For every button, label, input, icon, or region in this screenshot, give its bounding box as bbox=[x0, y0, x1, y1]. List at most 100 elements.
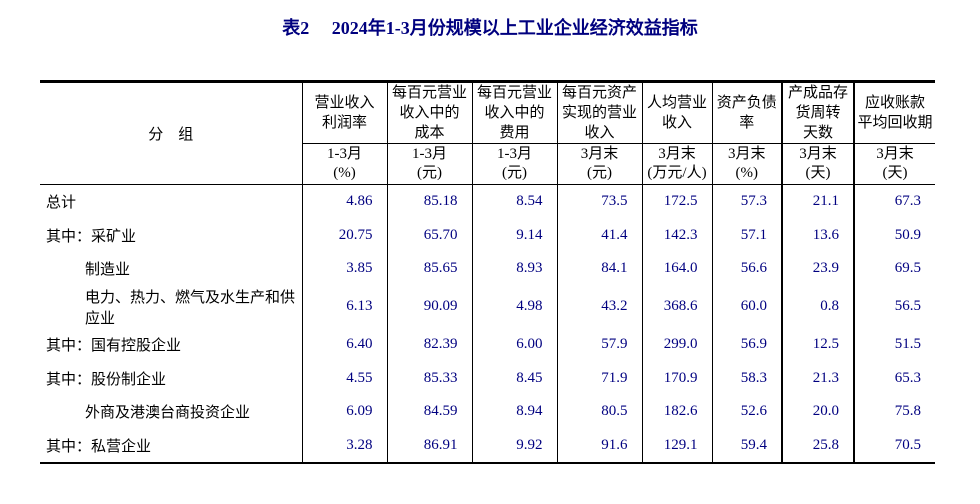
value-cell: 80.5 bbox=[557, 394, 643, 429]
value-cell: 9.14 bbox=[472, 218, 558, 253]
period-label: 3月末 bbox=[799, 146, 837, 162]
value-cell: 8.94 bbox=[472, 394, 558, 429]
row-label: 制造业 bbox=[40, 252, 303, 286]
col-subheader: 3月末 (天) bbox=[854, 143, 935, 185]
value-cell: 21.1 bbox=[782, 184, 855, 219]
value-cell: 67.3 bbox=[894, 193, 921, 210]
value-cell: 60.0 bbox=[712, 285, 783, 328]
col-header-label: 应收账款 平均回收期 bbox=[857, 95, 933, 131]
value-cell: 75.8 bbox=[894, 403, 921, 420]
value-cell: 23.9 bbox=[782, 252, 855, 286]
value-cell: 25.8 bbox=[782, 428, 855, 464]
col-header-label: 产成品存 货周转 天数 bbox=[787, 85, 848, 141]
period-label: 1-3月 bbox=[497, 146, 532, 162]
value-cell: 9.92 bbox=[472, 428, 558, 464]
value-cell: 368.6 bbox=[642, 285, 713, 328]
group-header-cell: 分 组 bbox=[40, 81, 303, 185]
row-label: 其中：私营企业 bbox=[40, 428, 303, 464]
unit-label: (万元/人) bbox=[647, 165, 707, 181]
row-label: 其中：采矿业 bbox=[40, 218, 303, 253]
col-header-label: 人均营业 收入 bbox=[646, 95, 707, 131]
col-header-label: 营业收入 利润率 bbox=[314, 95, 375, 131]
row-label: 其中：国有控股企业 bbox=[40, 327, 303, 362]
value-cell: 8.45 bbox=[472, 361, 558, 395]
period-label: 3月末 bbox=[876, 146, 914, 162]
value-cell: 6.09 bbox=[302, 394, 388, 429]
value-cell: 43.2 bbox=[557, 285, 643, 328]
value-cell: 4.98 bbox=[472, 285, 558, 328]
value-cell: 20.75 bbox=[302, 218, 388, 253]
col-subheader: 3月末 (%) bbox=[712, 143, 783, 185]
value-cell: 65.3 bbox=[894, 369, 921, 386]
value-cell: 129.1 bbox=[642, 428, 713, 464]
value-cell: 52.6 bbox=[712, 394, 783, 429]
period-label: 1-3月 bbox=[327, 146, 362, 162]
col-subheader: 3月末 (天) bbox=[782, 143, 855, 185]
value-cell: 12.5 bbox=[782, 327, 855, 362]
value-cell: 70.5 bbox=[894, 436, 921, 453]
value-cell: 86.91 bbox=[387, 428, 473, 464]
col-header-revenue-per-asset: 每百元资产 实现的营业 收入 bbox=[557, 81, 643, 144]
value-cell: 8.54 bbox=[472, 184, 558, 219]
value-cell: 6.13 bbox=[302, 285, 388, 328]
col-header-label: 资产负债 率 bbox=[716, 95, 777, 131]
unit-label: (元) bbox=[587, 165, 612, 181]
value-cell: 84.1 bbox=[557, 252, 643, 286]
value-cell: 8.93 bbox=[472, 252, 558, 286]
value-cell: 57.9 bbox=[557, 327, 643, 362]
col-header-label: 每百元资产 实现的营业 收入 bbox=[561, 85, 637, 141]
value-cell: 56.9 bbox=[712, 327, 783, 362]
value-cell: 13.6 bbox=[782, 218, 855, 253]
period-label: 3月末 bbox=[658, 146, 696, 162]
economic-indicators-table: 分 组 营业收入 利润率 每百元营业 收入中的 成本 每百元营业 收入中的 费用… bbox=[40, 80, 935, 465]
value-cell: 172.5 bbox=[642, 184, 713, 219]
value-cell: 90.09 bbox=[387, 285, 473, 328]
value-cell: 51.5 bbox=[894, 336, 921, 353]
value-cell: 82.39 bbox=[387, 327, 473, 362]
col-header-label: 每百元营业 收入中的 成本 bbox=[391, 85, 467, 141]
unit-label: (元) bbox=[417, 165, 442, 181]
value-cell: 164.0 bbox=[642, 252, 713, 286]
unit-label: (%) bbox=[735, 165, 759, 181]
value-cell: 56.5 bbox=[894, 298, 921, 315]
value-cell: 91.6 bbox=[557, 428, 643, 464]
row-label: 其中：股份制企业 bbox=[40, 361, 303, 395]
value-cell: 299.0 bbox=[642, 327, 713, 362]
table-row-total: 总计 4.86 85.18 8.54 73.5 172.5 57.3 21.1 … bbox=[40, 184, 935, 219]
col-header-profit-rate: 营业收入 利润率 bbox=[302, 81, 388, 144]
col-header-expense: 每百元营业 收入中的 费用 bbox=[472, 81, 558, 144]
value-cell: 57.1 bbox=[712, 218, 783, 253]
row-label: 总计 bbox=[40, 184, 303, 219]
value-cell: 58.3 bbox=[712, 361, 783, 395]
value-cell: 56.6 bbox=[712, 252, 783, 286]
col-subheader: 1-3月 (元) bbox=[387, 143, 473, 185]
value-cell: 59.4 bbox=[712, 428, 783, 464]
value-cell: 170.9 bbox=[642, 361, 713, 395]
value-cell: 85.33 bbox=[387, 361, 473, 395]
col-subheader: 1-3月 (元) bbox=[472, 143, 558, 185]
table-row-private: 其中：私营企业 3.28 86.91 9.92 91.6 129.1 59.4 … bbox=[40, 428, 935, 464]
value-cell: 84.59 bbox=[387, 394, 473, 429]
col-subheader: 3月末 (万元/人) bbox=[642, 143, 713, 185]
value-cell: 41.4 bbox=[557, 218, 643, 253]
value-cell: 182.6 bbox=[642, 394, 713, 429]
value-cell: 57.3 bbox=[712, 184, 783, 219]
value-cell: 85.65 bbox=[387, 252, 473, 286]
value-cell: 85.18 bbox=[387, 184, 473, 219]
unit-label: (天) bbox=[882, 165, 908, 181]
header-row-groups: 分 组 营业收入 利润率 每百元营业 收入中的 成本 每百元营业 收入中的 费用… bbox=[40, 81, 935, 185]
period-label: 3月末 bbox=[580, 146, 619, 162]
value-cell: 6.40 bbox=[302, 327, 388, 362]
value-cell: 6.00 bbox=[472, 327, 558, 362]
value-cell: 4.86 bbox=[302, 184, 388, 219]
value-cell: 3.28 bbox=[302, 428, 388, 464]
period-label: 3月末 bbox=[727, 146, 766, 162]
col-header-cost: 每百元营业 收入中的 成本 bbox=[387, 81, 473, 144]
row-label: 外商及港澳台商投资企业 bbox=[40, 394, 303, 429]
value-cell: 73.5 bbox=[557, 184, 643, 219]
table-row-state-owned: 其中：国有控股企业 6.40 82.39 6.00 57.9 299.0 56.… bbox=[40, 327, 935, 362]
col-header-debt-ratio: 资产负债 率 bbox=[712, 81, 783, 144]
col-header-receivable-period: 应收账款 平均回收期 bbox=[854, 81, 935, 144]
table-row-utilities: 电力、热力、燃气及水生产和供应业 6.13 90.09 4.98 43.2 36… bbox=[40, 285, 935, 328]
value-cell: 69.5 bbox=[894, 260, 921, 277]
